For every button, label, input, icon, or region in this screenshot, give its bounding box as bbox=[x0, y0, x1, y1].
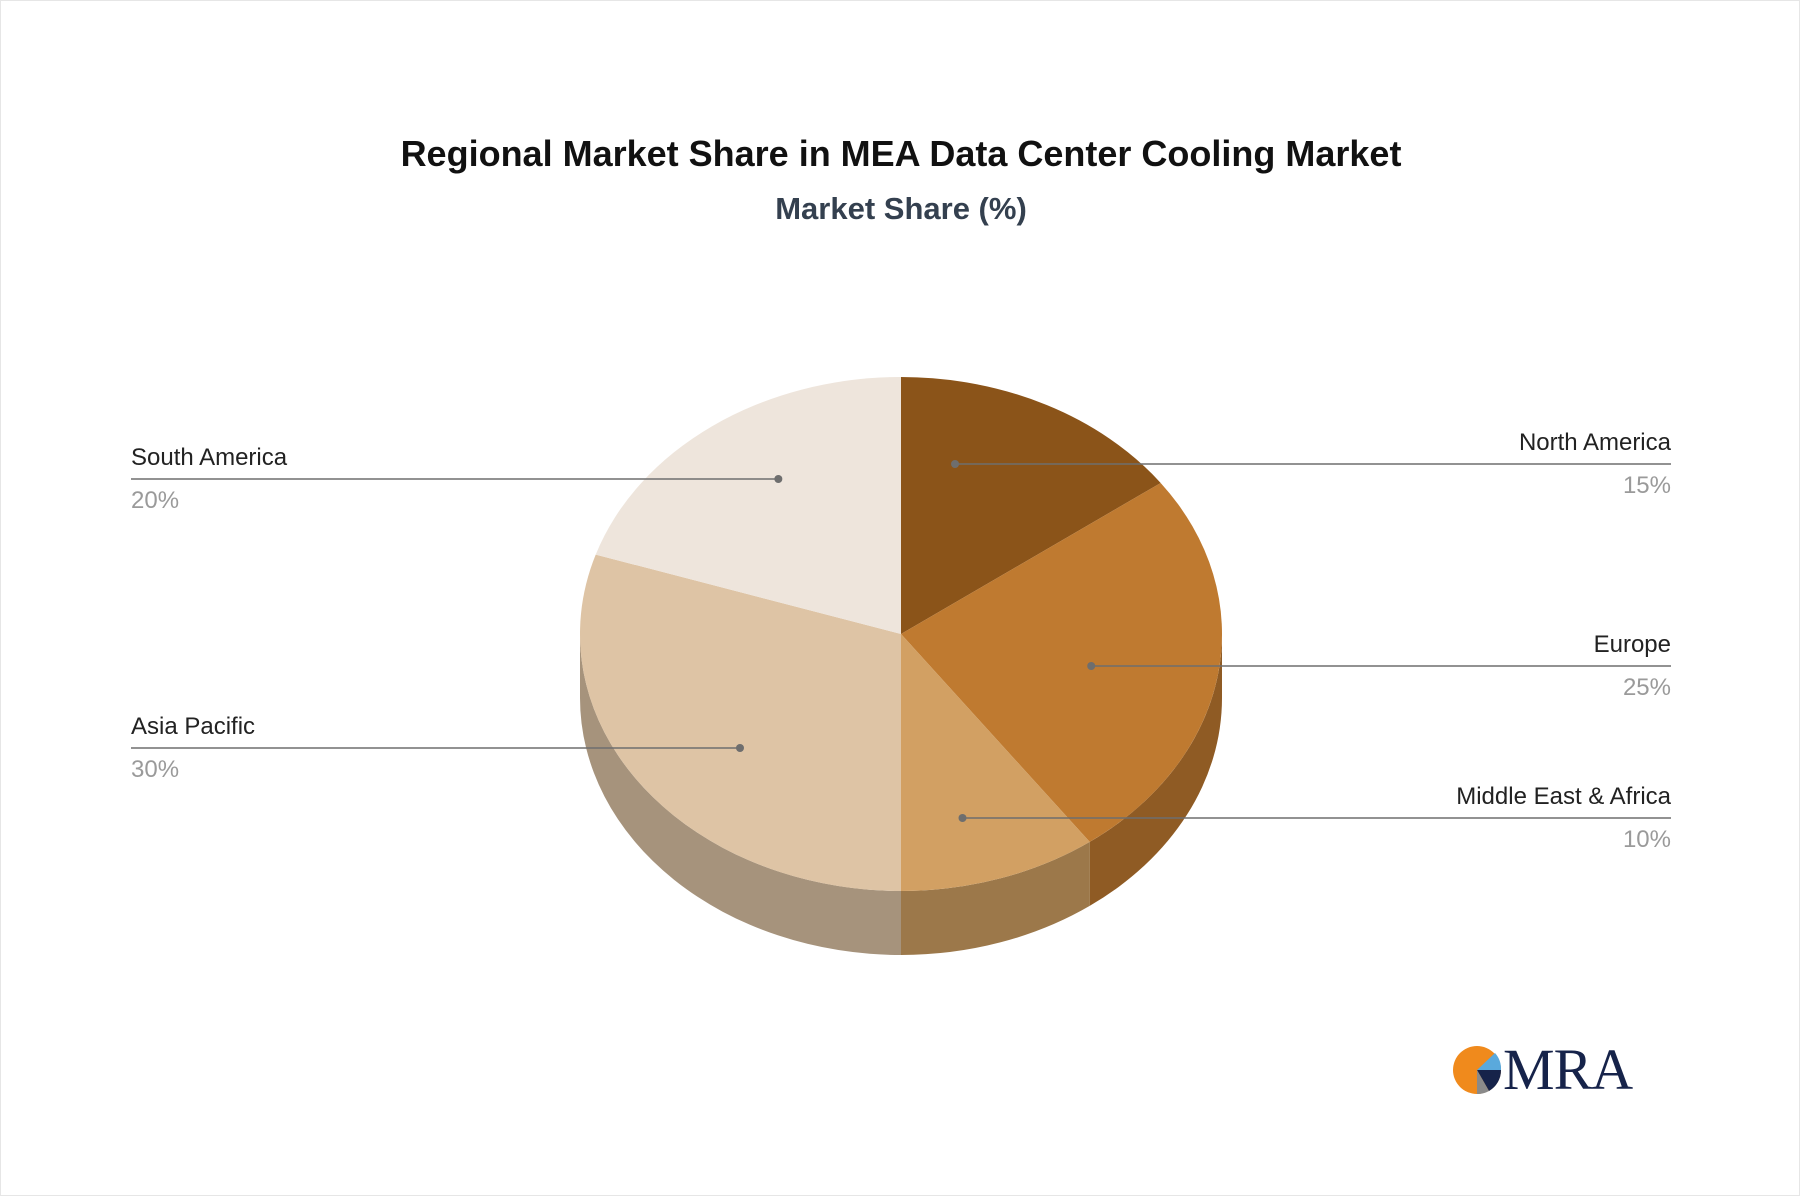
leader-dot-north-america bbox=[951, 460, 960, 468]
slice-value-north-america: 15% bbox=[1623, 472, 1671, 499]
pie-slice-north-america[interactable] bbox=[901, 377, 1161, 634]
pie-leader-lines bbox=[131, 460, 1671, 822]
pie-slice-asia-pacific[interactable] bbox=[579, 554, 901, 891]
pie-slice-middle-east-africa[interactable] bbox=[901, 634, 1090, 891]
mra-logo-text: MRA bbox=[1503, 1037, 1633, 1102]
pie-side-middle-east-africa bbox=[901, 841, 1090, 955]
slice-label-middle-east-africa: Middle East & Africa bbox=[1456, 783, 1671, 810]
mra-logo-mark bbox=[1453, 1046, 1502, 1095]
slice-value-middle-east-africa: 10% bbox=[1623, 826, 1671, 853]
slice-label-north-america: North America bbox=[1519, 429, 1672, 456]
pie-sides bbox=[580, 634, 1222, 955]
slice-value-south-america: 20% bbox=[131, 487, 179, 514]
leader-dot-middle-east-africa bbox=[958, 814, 967, 822]
pie-labels: North America 15% Europe 25% Middle East & A… bbox=[131, 429, 1672, 853]
chart-title: Regional Market Share in MEA Data Center… bbox=[400, 133, 1402, 174]
pie-slice-europe[interactable] bbox=[901, 482, 1222, 842]
slice-value-europe: 25% bbox=[1623, 674, 1671, 701]
leader-dot-south-america bbox=[774, 475, 783, 483]
slice-value-asia-pacific: 30% bbox=[131, 756, 179, 783]
leader-dot-asia-pacific bbox=[735, 744, 744, 752]
chart-subtitle: Market Share (%) bbox=[775, 191, 1027, 226]
slice-label-europe: Europe bbox=[1594, 631, 1671, 658]
slice-label-south-america: South America bbox=[131, 444, 288, 471]
slice-label-asia-pacific: Asia Pacific bbox=[131, 713, 255, 740]
mra-logo: MRA bbox=[1449, 1037, 1649, 1102]
pie-slice-south-america[interactable] bbox=[595, 377, 901, 634]
pie-side-europe bbox=[1089, 634, 1222, 906]
pie-side-asia-pacific bbox=[580, 634, 901, 955]
pie-slices bbox=[579, 377, 1222, 891]
leader-dot-europe bbox=[1087, 662, 1096, 670]
